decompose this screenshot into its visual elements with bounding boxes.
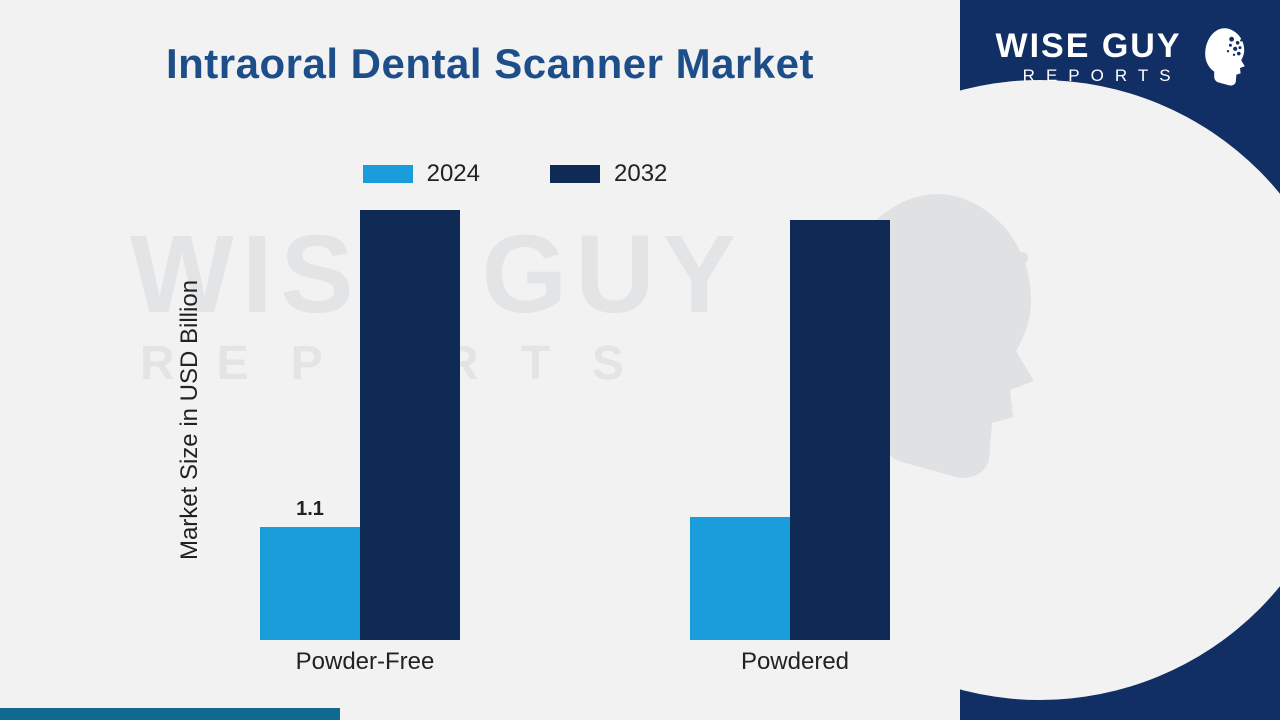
legend-swatch-2032	[550, 165, 600, 183]
category-label: Powder-Free	[235, 648, 495, 676]
legend-label-2024: 2024	[427, 160, 480, 188]
category-label: Powdered	[665, 648, 925, 676]
bar-value-label: 1.1	[260, 498, 360, 521]
plot-area: 1.1Powder-Free Powdered	[120, 200, 970, 640]
bar-chart: Market Size in USD Billion 2024 2032 1.1…	[60, 150, 970, 690]
bar-2024	[260, 527, 360, 640]
chart-canvas: Intraoral Dental Scanner Market WISE GUY…	[0, 0, 1280, 720]
legend-item-2024: 2024	[363, 160, 480, 188]
brand-logo: WISE GUY REPORTS	[996, 26, 1252, 86]
bar-2024	[690, 517, 790, 640]
bar-group: 1.1Powder-Free	[260, 200, 460, 640]
bar-2032	[790, 220, 890, 640]
legend-item-2032: 2032	[550, 160, 667, 188]
legend-swatch-2024	[363, 165, 413, 183]
legend-label-2032: 2032	[614, 160, 667, 188]
bar-2032	[360, 210, 460, 640]
logo-head-icon	[1192, 26, 1252, 86]
logo-line1: WISE GUY	[996, 29, 1182, 63]
logo-line2: REPORTS	[996, 67, 1182, 84]
bottom-accent-strip	[0, 708, 340, 720]
chart-title: Intraoral Dental Scanner Market	[120, 40, 860, 88]
bar-group: Powdered	[690, 200, 890, 640]
chart-legend: 2024 2032	[60, 160, 970, 188]
